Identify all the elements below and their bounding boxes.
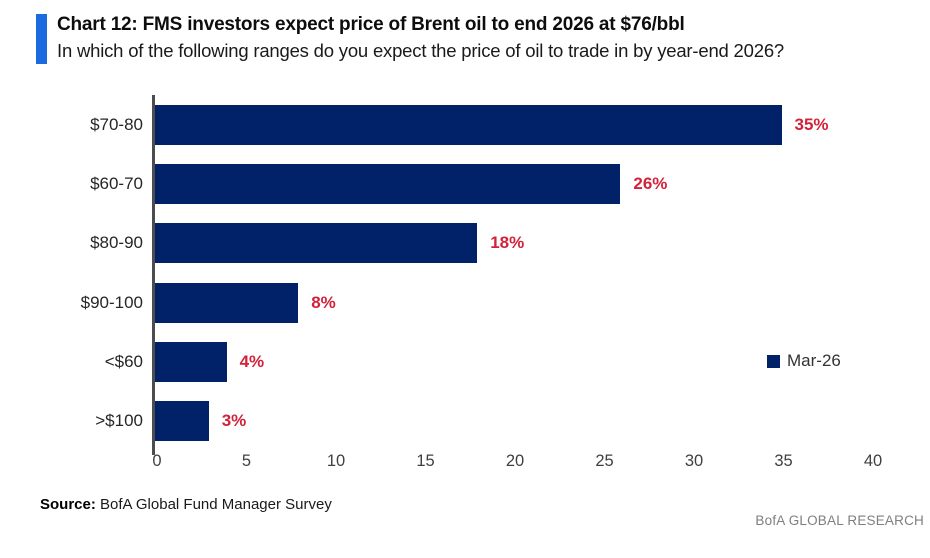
source-note: Source: BofA Global Fund Manager Survey xyxy=(40,496,332,513)
chart-subtitle: In which of the following ranges do you … xyxy=(57,40,785,61)
value-label: 26% xyxy=(633,173,668,193)
chart-title: Chart 12: FMS investors expect price of … xyxy=(57,14,685,35)
value-label: 8% xyxy=(311,292,336,312)
x-axis-tick-label: 30 xyxy=(684,452,704,470)
bar xyxy=(155,282,299,323)
watermark: BofA GLOBAL RESEARCH xyxy=(755,513,924,528)
value-label: 3% xyxy=(221,411,247,431)
legend-swatch-icon xyxy=(767,354,780,368)
x-axis-tick-label: 40 xyxy=(863,452,883,470)
category-label: $90-100 xyxy=(80,292,143,312)
bar-row: $60-70 26% xyxy=(0,154,930,213)
x-axis-tick-label: 35 xyxy=(774,452,793,470)
bar xyxy=(155,223,478,264)
value-label: 35% xyxy=(794,114,829,134)
category-label: $60-70 xyxy=(90,173,143,193)
y-axis-line xyxy=(152,95,155,455)
category-label: <$60 xyxy=(104,351,143,371)
category-label: $80-90 xyxy=(90,233,143,253)
legend: Mar-26 xyxy=(767,351,841,371)
x-axis-tick-label: 5 xyxy=(241,452,252,470)
bar xyxy=(155,104,782,145)
category-label: $70-80 xyxy=(90,114,143,134)
x-axis-tick-label: 0 xyxy=(152,452,162,470)
bar-row: $90-100 8% xyxy=(0,273,930,332)
bar-row: $80-90 18% xyxy=(0,214,930,273)
x-axis-tick-label: 25 xyxy=(595,452,614,470)
bar-row: >$100 3% xyxy=(0,392,930,451)
source-label: Source: xyxy=(40,496,96,513)
bar xyxy=(155,163,621,204)
source-text: BofA Global Fund Manager Survey xyxy=(95,496,332,513)
value-label: 4% xyxy=(239,351,265,371)
x-axis-tick-label: 20 xyxy=(505,452,525,470)
value-label: 18% xyxy=(490,233,525,253)
category-label: >$100 xyxy=(95,411,143,431)
bar xyxy=(155,401,209,442)
x-axis-tick-label: 10 xyxy=(326,452,346,470)
legend-label: Mar-26 xyxy=(787,351,841,370)
x-axis-tick-label: 15 xyxy=(416,452,435,470)
bar-row: $70-80 35% xyxy=(0,95,930,154)
bar-row: <$60 4% xyxy=(0,332,930,391)
bar xyxy=(155,341,227,382)
title-accent-bar xyxy=(36,14,47,64)
